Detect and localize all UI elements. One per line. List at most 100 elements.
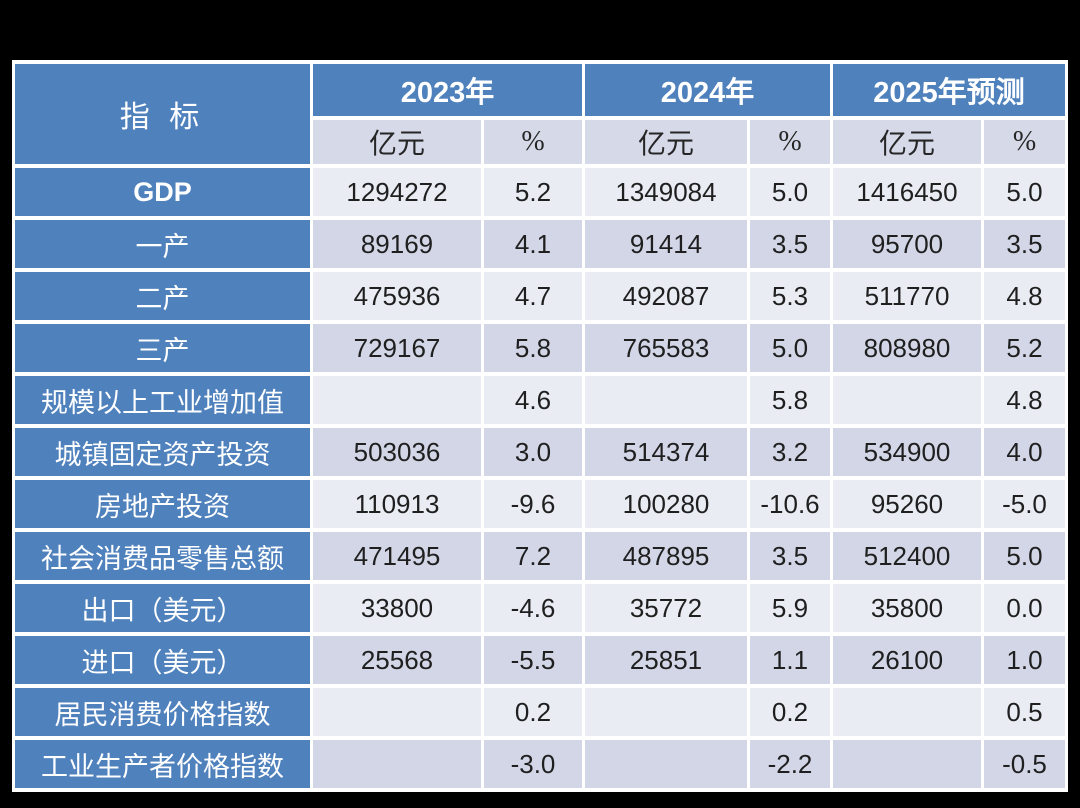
table-row: 二产 475936 4.7 492087 5.3 511770 4.8 bbox=[15, 272, 1065, 320]
data-cell: 5.9 bbox=[750, 584, 830, 632]
data-cell: 25568 bbox=[313, 636, 481, 684]
unit-header-yiyuan: 亿元 bbox=[833, 120, 981, 164]
data-cell: 5.0 bbox=[984, 532, 1065, 580]
data-cell: 95700 bbox=[833, 220, 981, 268]
data-cell: 4.1 bbox=[484, 220, 582, 268]
data-cell: 0.0 bbox=[984, 584, 1065, 632]
data-cell: 514374 bbox=[585, 428, 747, 476]
table-row: 三产 729167 5.8 765583 5.0 808980 5.2 bbox=[15, 324, 1065, 372]
data-cell: 110913 bbox=[313, 480, 481, 528]
row-label: GDP bbox=[15, 168, 310, 216]
row-label: 三产 bbox=[15, 324, 310, 372]
data-cell: 5.3 bbox=[750, 272, 830, 320]
data-cell: -10.6 bbox=[750, 480, 830, 528]
unit-header-percent: % bbox=[750, 120, 830, 164]
data-cell: 1.1 bbox=[750, 636, 830, 684]
table-row: 出口（美元） 33800 -4.6 35772 5.9 35800 0.0 bbox=[15, 584, 1065, 632]
data-cell: 4.8 bbox=[984, 376, 1065, 424]
data-cell: 25851 bbox=[585, 636, 747, 684]
data-cell: 5.2 bbox=[484, 168, 582, 216]
table-row: 规模以上工业增加值 4.6 5.8 4.8 bbox=[15, 376, 1065, 424]
row-label: 出口（美元） bbox=[15, 584, 310, 632]
data-cell: 5.0 bbox=[750, 168, 830, 216]
data-cell: 3.5 bbox=[750, 220, 830, 268]
data-cell: 1416450 bbox=[833, 168, 981, 216]
data-cell: 512400 bbox=[833, 532, 981, 580]
data-cell: 4.0 bbox=[984, 428, 1065, 476]
unit-header-row: 亿元 % 亿元 % 亿元 % bbox=[15, 120, 1065, 164]
data-cell: 1294272 bbox=[313, 168, 481, 216]
data-cell: 487895 bbox=[585, 532, 747, 580]
data-cell bbox=[833, 740, 981, 788]
data-cell: 808980 bbox=[833, 324, 981, 372]
data-cell bbox=[585, 688, 747, 736]
data-cell bbox=[833, 688, 981, 736]
row-label: 社会消费品零售总额 bbox=[15, 532, 310, 580]
row-label: 二产 bbox=[15, 272, 310, 320]
row-label: 居民消费价格指数 bbox=[15, 688, 310, 736]
data-cell: 33800 bbox=[313, 584, 481, 632]
unit-header-percent: % bbox=[984, 120, 1065, 164]
data-cell: 7.2 bbox=[484, 532, 582, 580]
data-cell bbox=[313, 740, 481, 788]
row-label: 城镇固定资产投资 bbox=[15, 428, 310, 476]
row-label: 房地产投资 bbox=[15, 480, 310, 528]
data-cell: 5.8 bbox=[750, 376, 830, 424]
data-cell bbox=[585, 376, 747, 424]
data-cell: 4.6 bbox=[484, 376, 582, 424]
data-cell: 729167 bbox=[313, 324, 481, 372]
row-label: 工业生产者价格指数 bbox=[15, 740, 310, 788]
data-cell: 765583 bbox=[585, 324, 747, 372]
data-cell: 1.0 bbox=[984, 636, 1065, 684]
data-cell bbox=[313, 376, 481, 424]
row-label: 规模以上工业增加值 bbox=[15, 376, 310, 424]
data-cell: 0.2 bbox=[750, 688, 830, 736]
data-cell bbox=[313, 688, 481, 736]
data-cell: 5.0 bbox=[750, 324, 830, 372]
data-cell: 3.2 bbox=[750, 428, 830, 476]
data-cell: 475936 bbox=[313, 272, 481, 320]
data-cell: 534900 bbox=[833, 428, 981, 476]
data-cell: 1349084 bbox=[585, 168, 747, 216]
data-cell bbox=[585, 740, 747, 788]
data-cell: -9.6 bbox=[484, 480, 582, 528]
data-cell: 511770 bbox=[833, 272, 981, 320]
unit-header-yiyuan: 亿元 bbox=[585, 120, 747, 164]
row-label: 一产 bbox=[15, 220, 310, 268]
year-header-2024: 2024年 bbox=[585, 64, 830, 116]
data-cell: 89169 bbox=[313, 220, 481, 268]
row-label: 进口（美元） bbox=[15, 636, 310, 684]
unit-header-yiyuan: 亿元 bbox=[313, 120, 481, 164]
data-cell: -5.0 bbox=[984, 480, 1065, 528]
data-cell: 492087 bbox=[585, 272, 747, 320]
economic-indicators-table: 指 标 2023年 2024年 2025年预测 亿元 % 亿元 % 亿元 % G… bbox=[12, 60, 1068, 792]
corner-header-indicator: 指 标 bbox=[15, 64, 310, 164]
table-row: 一产 89169 4.1 91414 3.5 95700 3.5 bbox=[15, 220, 1065, 268]
data-cell: 4.7 bbox=[484, 272, 582, 320]
data-cell: -4.6 bbox=[484, 584, 582, 632]
year-header-2023: 2023年 bbox=[313, 64, 582, 116]
data-cell: 35772 bbox=[585, 584, 747, 632]
data-cell: 5.0 bbox=[984, 168, 1065, 216]
data-cell: 3.0 bbox=[484, 428, 582, 476]
table-row: 工业生产者价格指数 -3.0 -2.2 -0.5 bbox=[15, 740, 1065, 788]
data-cell: 3.5 bbox=[750, 532, 830, 580]
unit-header-percent: % bbox=[484, 120, 582, 164]
data-cell: 5.2 bbox=[984, 324, 1065, 372]
data-cell: 4.8 bbox=[984, 272, 1065, 320]
table-row: 社会消费品零售总额 471495 7.2 487895 3.5 512400 5… bbox=[15, 532, 1065, 580]
table-row: GDP 1294272 5.2 1349084 5.0 1416450 5.0 bbox=[15, 168, 1065, 216]
data-cell: 91414 bbox=[585, 220, 747, 268]
table-row: 房地产投资 110913 -9.6 100280 -10.6 95260 -5.… bbox=[15, 480, 1065, 528]
data-cell bbox=[833, 376, 981, 424]
table-row: 城镇固定资产投资 503036 3.0 514374 3.2 534900 4.… bbox=[15, 428, 1065, 476]
data-cell: -3.0 bbox=[484, 740, 582, 788]
data-cell: 5.8 bbox=[484, 324, 582, 372]
data-cell: 0.5 bbox=[984, 688, 1065, 736]
year-header-row: 指 标 2023年 2024年 2025年预测 bbox=[15, 64, 1065, 164]
data-cell: 3.5 bbox=[984, 220, 1065, 268]
data-cell: 95260 bbox=[833, 480, 981, 528]
data-cell: 35800 bbox=[833, 584, 981, 632]
year-header-2025-forecast: 2025年预测 bbox=[833, 64, 1065, 116]
